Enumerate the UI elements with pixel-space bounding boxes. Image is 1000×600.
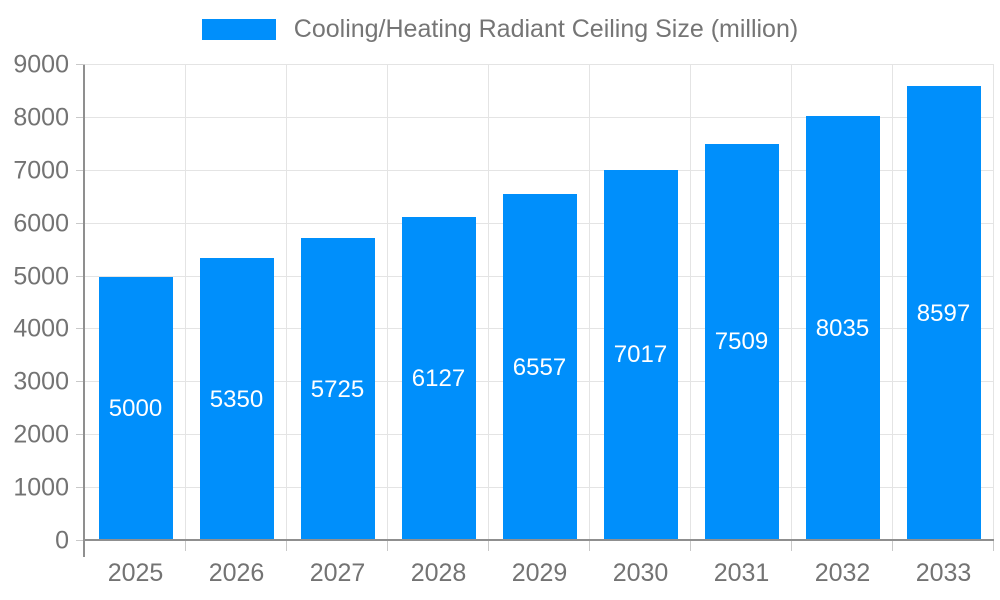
y-axis-tick — [76, 169, 85, 171]
gridline-vertical — [690, 65, 691, 541]
bar-2031[interactable] — [704, 143, 779, 541]
y-tick-label: 5000 — [13, 262, 69, 291]
gridline-vertical — [993, 65, 994, 541]
bar-value-label: 5000 — [108, 394, 163, 422]
bar-2028[interactable] — [401, 216, 476, 541]
bar-value-label: 6127 — [411, 364, 466, 392]
bar-value-label: 6557 — [512, 353, 567, 381]
x-axis-tick — [993, 541, 994, 551]
legend-swatch-icon — [201, 19, 276, 40]
y-tick-label: 7000 — [13, 156, 69, 185]
x-tick-label: 2032 — [814, 559, 871, 587]
bar-2029[interactable] — [502, 194, 577, 541]
x-tick-label: 2026 — [208, 559, 265, 587]
x-axis-tick — [791, 541, 792, 551]
y-tick-label: 9000 — [13, 50, 69, 79]
y-axis-tick — [76, 275, 85, 277]
gridline-vertical — [892, 65, 893, 541]
y-axis-tick — [76, 328, 85, 330]
bar-2032[interactable] — [805, 116, 880, 541]
y-tick-label: 8000 — [13, 103, 69, 132]
y-axis-line — [83, 65, 85, 557]
y-axis-tick — [76, 222, 85, 224]
y-tick-label: 4000 — [13, 314, 69, 343]
bar-value-label: 5725 — [310, 375, 365, 403]
y-axis-tick — [76, 116, 85, 118]
x-axis-tick — [690, 541, 691, 551]
x-tick-label: 2027 — [309, 559, 366, 587]
legend-label: Cooling/Heating Radiant Ceiling Size (mi… — [293, 15, 799, 43]
gridline-vertical — [185, 65, 186, 541]
plot-area: 0 1000 2000 3000 4000 5000 6000 7000 8000 9000 500… — [13, 51, 994, 587]
x-axis-tick — [589, 541, 590, 551]
y-tick-label: 0 — [55, 526, 69, 555]
x-axis-tick — [185, 541, 186, 551]
bar-2026[interactable] — [199, 258, 274, 541]
x-axis-tick — [488, 541, 489, 551]
y-axis-tick — [76, 381, 85, 383]
y-tick-label: 3000 — [13, 367, 69, 396]
x-tick-label: 2033 — [915, 559, 972, 587]
y-tick-label: 2000 — [13, 420, 69, 449]
x-tick-label: 2025 — [107, 559, 164, 587]
gridline-horizontal — [85, 116, 994, 118]
gridline-horizontal — [85, 169, 994, 171]
gridline-vertical — [488, 65, 489, 541]
bar-value-label: 7509 — [714, 328, 769, 356]
x-axis-tick — [286, 541, 287, 551]
bar-2033[interactable] — [906, 86, 981, 541]
x-axis-tick — [892, 541, 893, 551]
y-axis-tick — [76, 64, 85, 65]
y-axis-tick — [76, 540, 85, 541]
gridline-horizontal — [85, 64, 994, 65]
gridline-vertical — [387, 65, 388, 541]
bar-2027[interactable] — [300, 238, 375, 541]
bar-value-label: 5350 — [209, 385, 264, 413]
gridline-vertical — [589, 65, 590, 541]
y-axis-tick — [76, 434, 85, 436]
bar-value-label: 8597 — [916, 299, 971, 327]
y-axis-tick — [76, 487, 85, 489]
x-tick-label: 2029 — [511, 559, 568, 587]
gridline-vertical — [791, 65, 792, 541]
bar-2030[interactable] — [603, 169, 678, 541]
y-tick-label: 1000 — [13, 473, 69, 502]
x-axis-tick — [387, 541, 388, 551]
chart-legend[interactable]: Cooling/Heating Radiant Ceiling Size (mi… — [0, 15, 1000, 44]
bar-value-label: 8035 — [815, 314, 870, 342]
x-tick-label: 2028 — [410, 559, 467, 587]
gridline-vertical — [286, 65, 287, 541]
y-tick-label: 6000 — [13, 209, 69, 238]
bar-2025[interactable] — [98, 276, 173, 541]
x-tick-label: 2031 — [713, 559, 770, 587]
x-axis-line — [83, 539, 994, 541]
bar-value-label: 7017 — [613, 341, 668, 369]
x-tick-label: 2030 — [612, 559, 669, 587]
